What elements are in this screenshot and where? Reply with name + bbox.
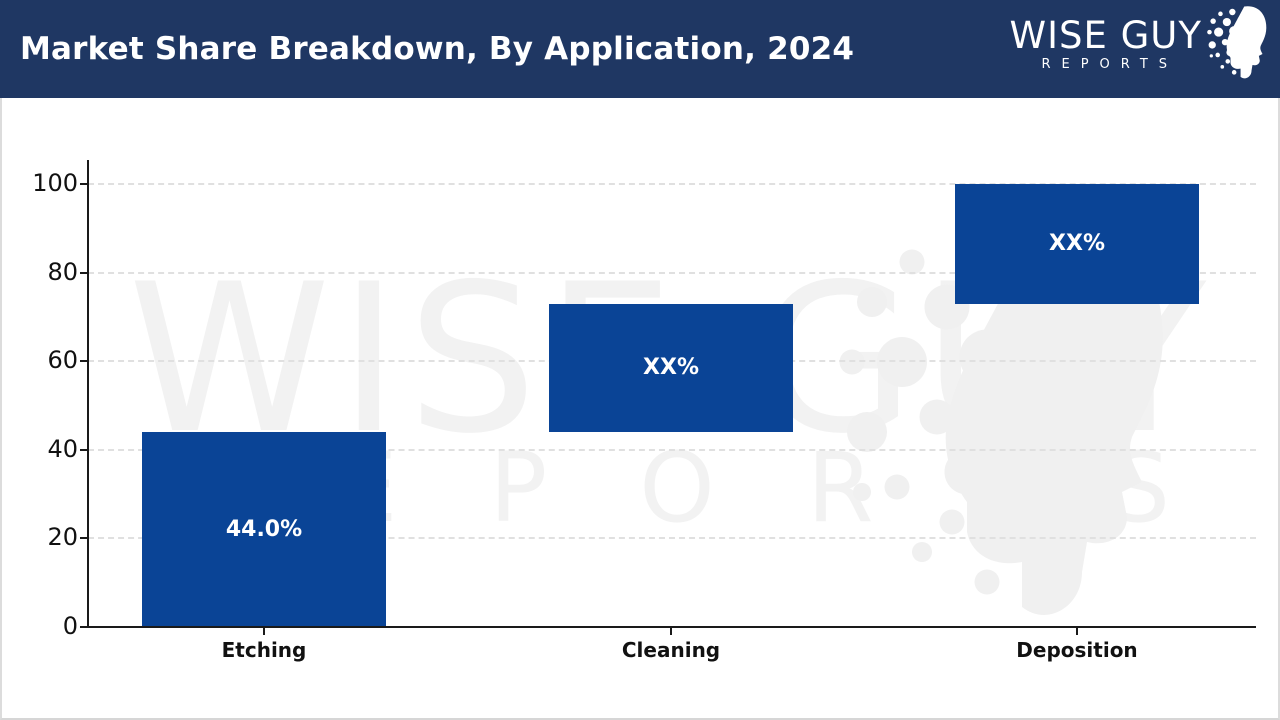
logo-subtitle: REPORTS bbox=[1041, 57, 1179, 73]
x-tick-label-deposition: Deposition bbox=[1016, 638, 1138, 662]
y-tickmark-80 bbox=[80, 271, 88, 274]
y-tickmark-60 bbox=[80, 360, 88, 363]
y-tickmark-0 bbox=[80, 626, 88, 628]
gridline-20 bbox=[88, 537, 1256, 540]
brand-logo: WISE GUY REPORTS bbox=[1010, 4, 1268, 84]
y-tick-label-40: 40 bbox=[47, 434, 78, 463]
y-tick-label-60: 60 bbox=[47, 346, 78, 375]
logo-wordmark: WISE GUY bbox=[1009, 13, 1202, 57]
y-tick-label-80: 80 bbox=[47, 257, 78, 286]
x-tickmark-etching bbox=[263, 627, 265, 635]
x-axis-spine bbox=[87, 626, 1256, 628]
y-tick-label-0: 0 bbox=[62, 612, 78, 640]
x-tick-label-etching: Etching bbox=[221, 638, 307, 662]
gridline-100 bbox=[88, 183, 1256, 185]
chart-title: Market Share Breakdown, By Application, … bbox=[20, 31, 855, 67]
x-tickmark-deposition bbox=[1076, 627, 1078, 635]
bar-etching: 44.0% bbox=[142, 432, 386, 627]
y-tickmark-20 bbox=[80, 537, 88, 540]
y-tick-label-20: 20 bbox=[47, 523, 78, 552]
y-tickmark-40 bbox=[80, 448, 88, 451]
gridline-80 bbox=[88, 271, 1256, 274]
bar-value-label: XX% bbox=[1049, 231, 1105, 257]
y-tickmark-100 bbox=[80, 183, 88, 185]
dotted-head-profile-icon bbox=[1207, 6, 1267, 79]
brand-logo-text: WISE GUY REPORTS bbox=[1009, 13, 1202, 73]
gridline-40 bbox=[88, 448, 1256, 451]
bar-value-label: XX% bbox=[643, 355, 699, 381]
header: Market Share Breakdown, By Application, … bbox=[0, 0, 1280, 98]
bar-cleaning: XX% bbox=[549, 303, 793, 433]
y-axis-spine bbox=[87, 160, 89, 628]
x-tick-label-cleaning: Cleaning bbox=[621, 638, 721, 662]
bar-deposition: XX% bbox=[955, 184, 1199, 304]
bar-value-label: 44.0% bbox=[225, 517, 303, 543]
x-tickmark-cleaning bbox=[670, 627, 672, 635]
y-tick-label-100: 100 bbox=[32, 169, 78, 197]
